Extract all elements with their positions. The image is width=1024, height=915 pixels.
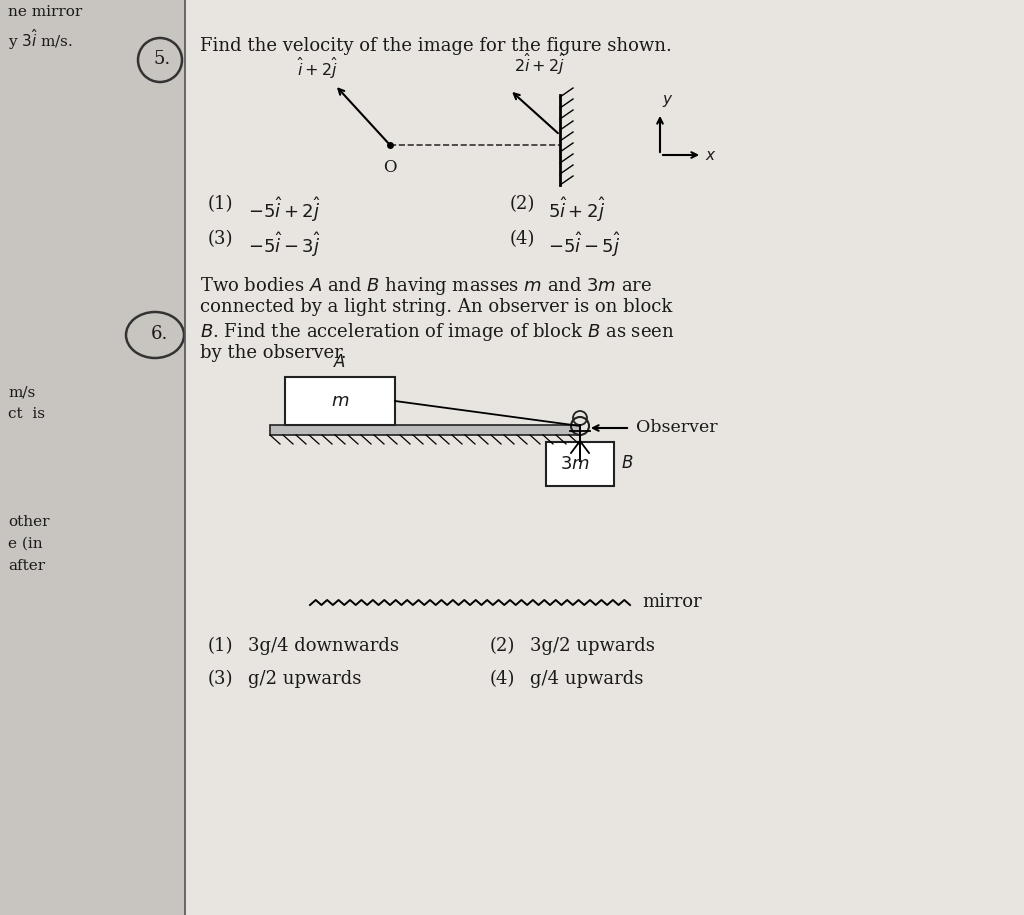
Text: Observer: Observer — [636, 418, 718, 436]
Text: connected by a light string. An observer is on block: connected by a light string. An observer… — [200, 298, 673, 316]
Text: 3g/2 upwards: 3g/2 upwards — [530, 637, 655, 655]
Text: y $3\hat{i}$ m/s.: y $3\hat{i}$ m/s. — [8, 27, 73, 52]
Text: $-5\hat{i}-3\hat{j}$: $-5\hat{i}-3\hat{j}$ — [248, 230, 321, 259]
Text: $A$: $A$ — [334, 354, 346, 371]
Text: $3m$: $3m$ — [560, 455, 589, 473]
Text: ct  is: ct is — [8, 407, 45, 421]
Text: (1): (1) — [208, 637, 233, 655]
Text: (3): (3) — [208, 670, 233, 688]
Text: g/4 upwards: g/4 upwards — [530, 670, 643, 688]
Text: m/s: m/s — [8, 385, 35, 399]
Text: $2\hat{i}+2\hat{j}$: $2\hat{i}+2\hat{j}$ — [514, 52, 566, 77]
Text: $-5\hat{i}+2\hat{j}$: $-5\hat{i}+2\hat{j}$ — [248, 195, 321, 224]
Text: 6.: 6. — [151, 325, 168, 343]
Text: (1): (1) — [208, 195, 233, 213]
Text: $m$: $m$ — [331, 392, 349, 410]
Text: ne mirror: ne mirror — [8, 5, 82, 19]
Text: $B$: $B$ — [621, 456, 634, 472]
Text: $5\hat{i}+2\hat{j}$: $5\hat{i}+2\hat{j}$ — [548, 195, 606, 224]
Text: 3g/4 downwards: 3g/4 downwards — [248, 637, 399, 655]
Text: 5.: 5. — [154, 50, 171, 68]
Text: $\hat{i}+2\hat{j}$: $\hat{i}+2\hat{j}$ — [297, 56, 338, 81]
Text: $-5\hat{i}-5\hat{j}$: $-5\hat{i}-5\hat{j}$ — [548, 230, 621, 259]
Text: by the observer.: by the observer. — [200, 344, 347, 362]
Bar — [185, 0, 1024, 915]
Text: (4): (4) — [510, 230, 536, 248]
Text: (2): (2) — [490, 637, 515, 655]
Text: (2): (2) — [510, 195, 536, 213]
Text: Find the velocity of the image for the figure shown.: Find the velocity of the image for the f… — [200, 37, 672, 55]
Bar — [546, 442, 614, 486]
Text: $y$: $y$ — [662, 93, 674, 109]
Text: Two bodies $A$ and $B$ having masses $m$ and $3m$ are: Two bodies $A$ and $B$ having masses $m$… — [200, 275, 652, 297]
Text: mirror: mirror — [642, 593, 701, 611]
Text: $x$: $x$ — [705, 148, 717, 164]
Text: g/2 upwards: g/2 upwards — [248, 670, 361, 688]
Text: e (in: e (in — [8, 537, 43, 551]
Text: after: after — [8, 559, 45, 573]
Text: $B$. Find the acceleration of image of block $B$ as seen: $B$. Find the acceleration of image of b… — [200, 321, 675, 343]
Text: (4): (4) — [490, 670, 515, 688]
Text: (3): (3) — [208, 230, 233, 248]
Bar — [270, 425, 580, 435]
Text: other: other — [8, 515, 49, 529]
Bar — [285, 377, 395, 425]
Text: O: O — [383, 159, 396, 176]
